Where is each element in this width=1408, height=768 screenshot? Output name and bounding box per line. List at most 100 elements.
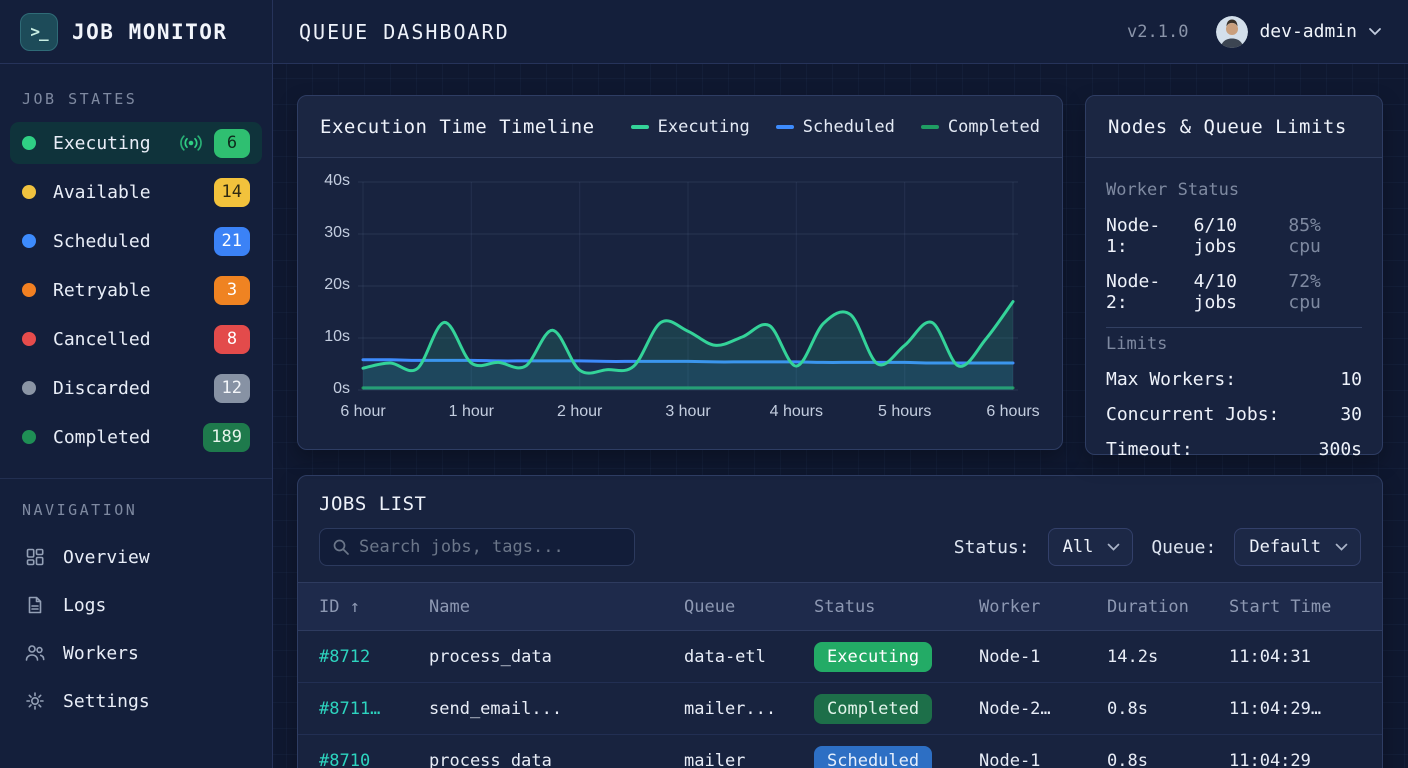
queue-select[interactable]: Default: [1234, 528, 1361, 566]
chart-svg: [358, 181, 1018, 391]
job-queue: mailer: [684, 750, 746, 768]
sidebar-item-executing[interactable]: Executing 6: [10, 122, 262, 164]
sidebar-item-completed[interactable]: Completed 189: [10, 416, 262, 458]
live-icon: [179, 135, 203, 151]
state-count-badge: 21: [213, 226, 250, 256]
state-label: Discarded: [53, 377, 151, 399]
sidebar-item-cancelled[interactable]: Cancelled 8: [10, 318, 262, 360]
state-label: Cancelled: [53, 328, 151, 350]
state-dot: [22, 332, 36, 346]
limits-label: Limits: [1106, 334, 1168, 354]
queue-select-value: Default: [1249, 537, 1321, 557]
sidebar: JOB STATES Executing 6 Available 14 Schedule…: [0, 64, 273, 768]
y-tick-label: 40s: [324, 172, 350, 189]
column-header-queue[interactable]: Queue: [684, 596, 736, 617]
table-row[interactable]: #8712 process_data data-etl Executing Node-1…: [298, 631, 1382, 683]
limit-value: 30: [1340, 404, 1362, 425]
nodes-body: Worker Status Node-1: 6/10 jobs 85% cpu Nod…: [1086, 158, 1382, 490]
legend-item-executing[interactable]: Executing: [630, 117, 750, 137]
worker-status-label: Worker Status: [1106, 180, 1240, 200]
search-input[interactable]: [359, 537, 622, 557]
nodes-panel: Nodes & Queue Limits Worker Status Node-…: [1085, 95, 1383, 460]
state-dot: [22, 234, 36, 248]
node-rows: Node-1: 6/10 jobs 85% cpu Node-2: 4/10 jobs 7…: [1106, 215, 1362, 313]
version-label: v2.1.0: [1127, 21, 1189, 42]
jobs-panel-header: JOBS LIST: [298, 476, 1382, 515]
jobs-panel: JOBS LIST Status: All Queue:: [297, 475, 1383, 768]
sidebar-item-scheduled[interactable]: Scheduled 21: [10, 220, 262, 262]
node-name: Node-1:: [1106, 215, 1161, 257]
job-states-list: Executing 6 Available 14 Scheduled 21 Retryabl…: [0, 122, 272, 458]
chevron-down-icon: [1107, 543, 1120, 551]
sidebar-item-overview[interactable]: Overview: [0, 533, 272, 581]
status-badge: Executing: [814, 641, 933, 672]
limit-label: Concurrent Jobs:: [1106, 404, 1280, 425]
job-id-link[interactable]: #8711…: [319, 698, 381, 719]
state-label: Retryable: [53, 279, 151, 301]
job-duration: 0.8s: [1107, 698, 1148, 719]
sidebar-item-retryable[interactable]: Retryable 3: [10, 269, 262, 311]
app-title: JOB MONITOR: [72, 19, 228, 44]
document-icon: [24, 595, 46, 615]
state-count-badge: 3: [214, 275, 250, 305]
column-header-worker[interactable]: Worker: [979, 596, 1041, 617]
job-id-link[interactable]: #8710: [319, 750, 371, 768]
state-label: Available: [53, 181, 151, 203]
x-tick-label: 6 hour: [340, 403, 386, 420]
timeline-title: Execution Time Timeline: [320, 115, 595, 138]
y-tick-label: 30s: [324, 224, 350, 241]
job-id-link[interactable]: #8712: [319, 646, 371, 667]
status-select[interactable]: All: [1047, 528, 1134, 566]
user-menu[interactable]: dev-admin: [1216, 15, 1382, 48]
x-tick-label: 3 hour: [665, 403, 711, 420]
top-header: QUEUE DASHBOARD v2.1.0 dev-admin: [273, 0, 1408, 64]
chart-plot: [358, 174, 1018, 396]
search-box[interactable]: [319, 528, 635, 566]
sidebar-item-logs[interactable]: Logs: [0, 581, 272, 629]
column-header-name[interactable]: Name: [429, 596, 470, 617]
node-jobs: 4/10 jobs: [1193, 271, 1237, 313]
job-queue: data-etl: [684, 646, 766, 667]
column-header-duration[interactable]: Duration: [1107, 596, 1189, 617]
table-row[interactable]: #8711… send_email... mailer... Completed Nod…: [298, 683, 1382, 735]
nav-label: Workers: [63, 642, 139, 664]
top-row: Execution Time Timeline Executing Schedul…: [297, 95, 1383, 460]
chevron-down-icon: [1335, 543, 1348, 551]
avatar: [1216, 15, 1249, 48]
legend-item-completed[interactable]: Completed: [920, 117, 1040, 137]
sidebar-item-available[interactable]: Available 14: [10, 171, 262, 213]
state-label: Scheduled: [53, 230, 151, 252]
column-header-id-[interactable]: ID ↑: [319, 596, 360, 617]
main-content: Execution Time Timeline Executing Schedul…: [273, 64, 1408, 768]
limit-row: Timeout: 300s: [1106, 439, 1362, 460]
x-tick-label: 2 hour: [556, 403, 603, 420]
y-tick-label: 0s: [333, 380, 350, 397]
state-count-badge: 14: [213, 177, 250, 207]
jobs-controls: Status: All Queue: Default: [319, 528, 1361, 566]
legend-swatch: [920, 124, 939, 129]
chart-body: 0s 10s 20s 30s 40s: [298, 158, 1062, 397]
column-header-start-time[interactable]: Start Time: [1229, 596, 1332, 617]
status-select-value: All: [1062, 537, 1094, 557]
legend-item-scheduled[interactable]: Scheduled: [775, 117, 895, 137]
limits-divider: [1106, 327, 1362, 328]
header-right: v2.1.0 dev-admin: [1127, 15, 1382, 48]
sidebar-item-settings[interactable]: Settings: [0, 677, 272, 725]
sidebar-item-discarded[interactable]: Discarded 12: [10, 367, 262, 409]
search-icon: [332, 538, 350, 556]
users-icon: [24, 643, 46, 663]
x-axis-labels: 6 hour 1 hour 2 hour 3 hour 4 hours 5 hours 6 …: [340, 396, 1039, 424]
state-label: Executing: [53, 132, 151, 154]
chevron-down-icon: [1368, 27, 1382, 36]
sidebar-item-workers[interactable]: Workers: [0, 629, 272, 677]
state-count-badge: 6: [214, 128, 250, 158]
table-row[interactable]: #8710 process_data mailer Scheduled Node-1 0.…: [298, 735, 1382, 768]
legend-swatch: [775, 124, 794, 129]
limit-row: Concurrent Jobs: 30: [1106, 404, 1362, 425]
column-header-status[interactable]: Status: [814, 596, 876, 617]
job-states-section-label: JOB STATES: [22, 90, 138, 108]
state-dot: [22, 430, 36, 444]
limit-label: Timeout:: [1106, 439, 1193, 460]
job-duration: 0.8s: [1107, 750, 1148, 768]
x-tick-label: 1 hour: [448, 403, 495, 420]
